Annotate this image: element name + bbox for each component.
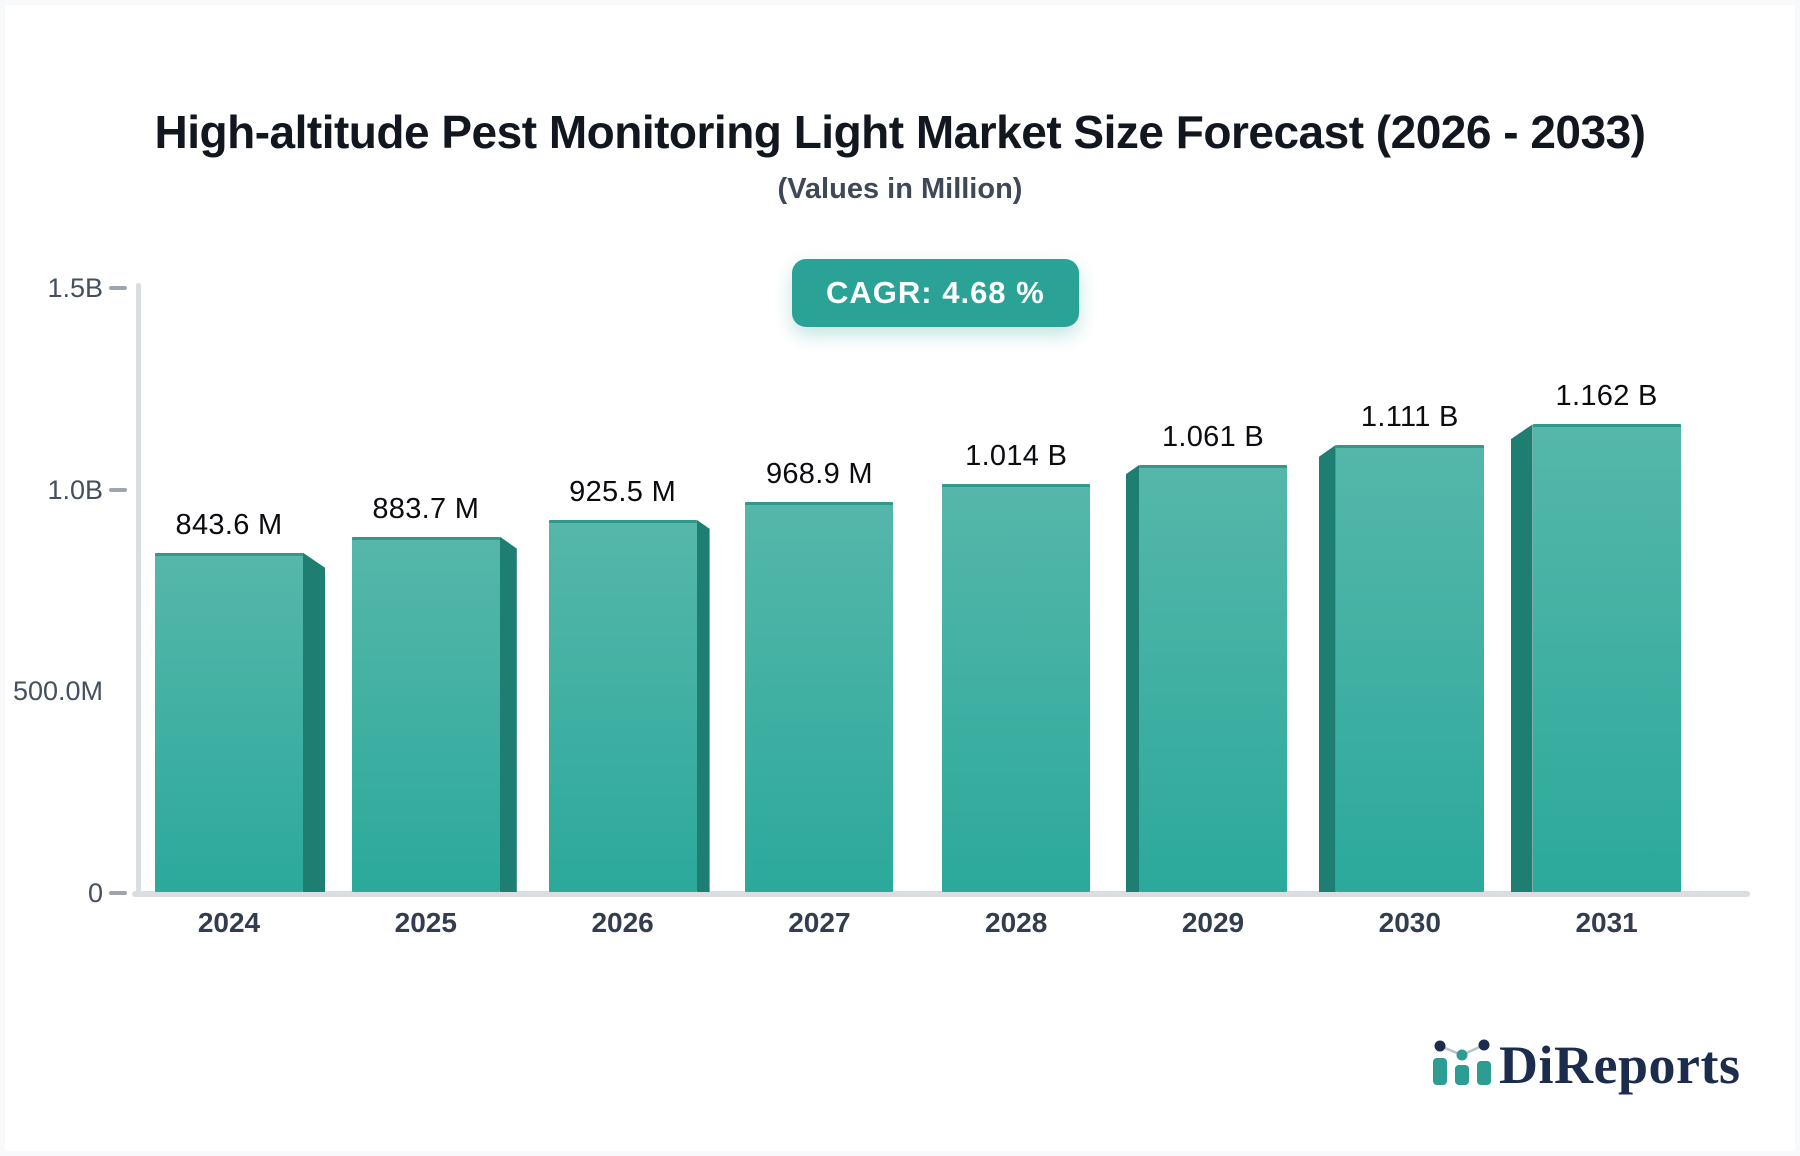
bar-3d-side: [696, 519, 710, 892]
bar-value-label: 1.162 B: [1555, 380, 1658, 413]
bar-value-label: 1.014 B: [965, 440, 1068, 473]
cagr-badge-label: CAGR: 4.68 %: [826, 275, 1045, 310]
x-axis-line: [132, 891, 1750, 897]
x-axis-category-label: 2026: [591, 907, 654, 938]
bar-value-label: 1.111 B: [1360, 400, 1459, 433]
x-axis-category-label: 2030: [1378, 907, 1441, 938]
bar-chart-plot: 1.5B 1.0B 500.0M 0 843.6 M 2024 883.7 M 2025 925…: [5, 5, 1795, 1151]
direports-logo-icon: [1433, 1039, 1491, 1085]
bar-value-label: 1.061 B: [1161, 421, 1265, 454]
x-axis-category-label: 2029: [1181, 907, 1245, 938]
bar-value-label: 925.5 M: [569, 475, 677, 508]
chart-subtitle: (Values in Million): [777, 173, 1023, 205]
bar-3d-side: [1126, 465, 1139, 892]
y-axis-tick-label: 1.0B: [47, 474, 103, 505]
bar-2025: [351, 536, 500, 892]
y-axis-tick-label: 1.5B: [47, 273, 103, 303]
y-axis-tick-label: 0: [87, 878, 103, 908]
direports-logo: DiReports: [1431, 1037, 1740, 1093]
bar-3d-side: [499, 536, 517, 892]
bar-2027: [745, 502, 894, 892]
bar-3d-side: [1510, 424, 1533, 892]
x-axis-category-label: 2028: [985, 907, 1048, 938]
bar-2024: [155, 552, 303, 892]
bar-2030: [1335, 444, 1484, 892]
bar-2031: [1532, 424, 1681, 892]
bar-2029: [1139, 465, 1287, 892]
y-axis-tick-label: 500.0M: [12, 676, 103, 707]
x-axis-category-label: 2024: [197, 907, 261, 938]
chart-title: High-altitude Pest Monitoring Light Mark…: [154, 106, 1646, 158]
bar-value-label: 968.9 M: [765, 458, 873, 491]
y-axis-tick-dash: [109, 286, 127, 290]
bar-value-label: 883.7 M: [372, 492, 480, 525]
bar-2026: [548, 519, 697, 892]
bar-2028: [942, 484, 1091, 892]
bar-value-label: 843.6 M: [175, 508, 283, 541]
cagr-badge: CAGR: 4.68 %: [792, 259, 1079, 327]
x-axis-category-label: 2027: [788, 907, 851, 938]
y-axis-line: [136, 283, 141, 895]
y-axis-tick-dash: [109, 891, 127, 895]
bar-3d-side: [1318, 444, 1336, 892]
y-axis-tick-dash: [109, 487, 127, 492]
x-axis-category-label: 2025: [394, 907, 457, 938]
bar-3d-side: [303, 552, 325, 892]
direports-logo-text: DiReports: [1499, 1035, 1741, 1095]
x-axis-category-label: 2031: [1575, 907, 1638, 938]
